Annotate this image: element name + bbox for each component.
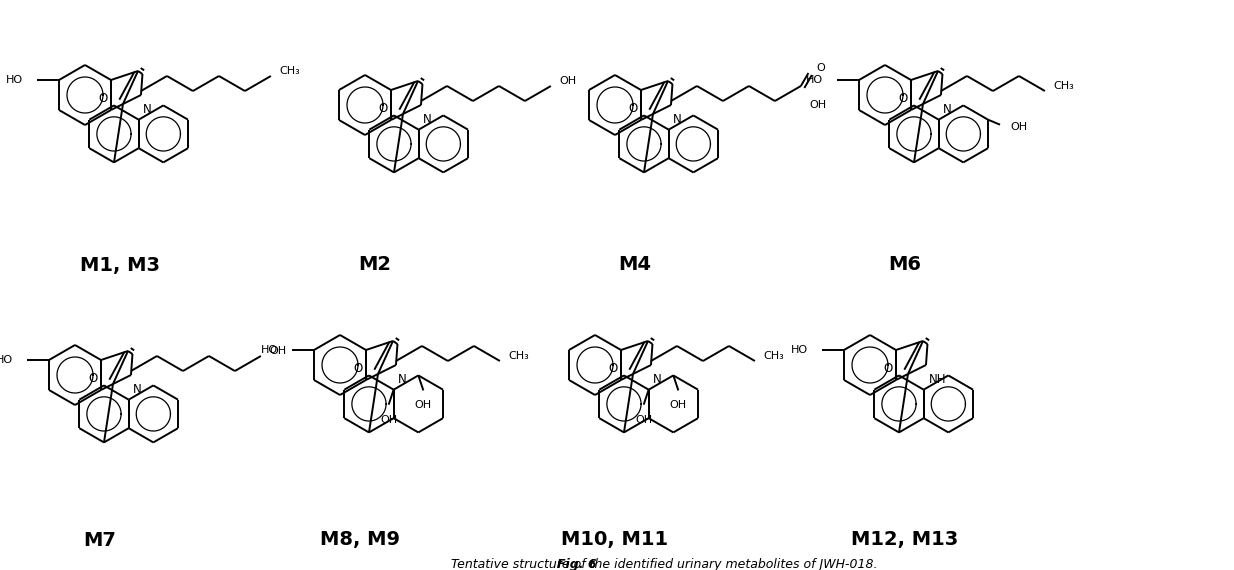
Text: N: N [423, 113, 432, 126]
Text: N: N [673, 113, 681, 126]
Text: OH: OH [670, 400, 687, 410]
Text: HO: HO [806, 75, 823, 85]
Text: O: O [898, 92, 908, 105]
Text: CH₃: CH₃ [279, 66, 300, 76]
Text: O: O [884, 363, 893, 376]
Text: OH: OH [415, 400, 432, 410]
Text: OH: OH [636, 415, 653, 425]
Text: M7: M7 [84, 531, 116, 549]
Text: OH: OH [1009, 121, 1027, 132]
Text: HO: HO [260, 345, 278, 355]
Text: OH: OH [269, 346, 286, 356]
Text: O: O [99, 92, 109, 105]
Text: O: O [608, 363, 618, 376]
Text: O: O [354, 363, 363, 376]
Text: CH₃: CH₃ [763, 351, 784, 361]
Text: N: N [143, 103, 152, 116]
Text: HO: HO [791, 345, 808, 355]
Text: Tentative structure of the identified urinary metabolites of JWH-018.: Tentative structure of the identified ur… [447, 558, 877, 570]
Text: M8, M9: M8, M9 [320, 531, 400, 549]
Text: O: O [89, 373, 97, 385]
Text: NH: NH [929, 373, 946, 386]
Text: Fig. 6: Fig. 6 [558, 558, 597, 570]
Text: M2: M2 [359, 255, 391, 275]
Text: M10, M11: M10, M11 [561, 531, 669, 549]
Text: HO: HO [6, 75, 23, 85]
Text: HO: HO [0, 355, 14, 365]
Text: M1, M3: M1, M3 [80, 255, 160, 275]
Text: O: O [629, 103, 638, 116]
Text: M6: M6 [888, 255, 922, 275]
Text: O: O [817, 63, 826, 73]
Text: CH₃: CH₃ [1053, 81, 1074, 91]
Text: N: N [133, 383, 142, 396]
Text: OH: OH [380, 415, 397, 425]
Text: O: O [379, 103, 387, 116]
Text: OH: OH [810, 100, 827, 109]
Text: N: N [943, 103, 951, 116]
Text: M12, M13: M12, M13 [851, 531, 959, 549]
Text: N: N [653, 373, 661, 386]
Text: M4: M4 [618, 255, 652, 275]
Text: CH₃: CH₃ [508, 351, 528, 361]
Text: OH: OH [559, 76, 576, 86]
Text: N: N [399, 373, 407, 386]
